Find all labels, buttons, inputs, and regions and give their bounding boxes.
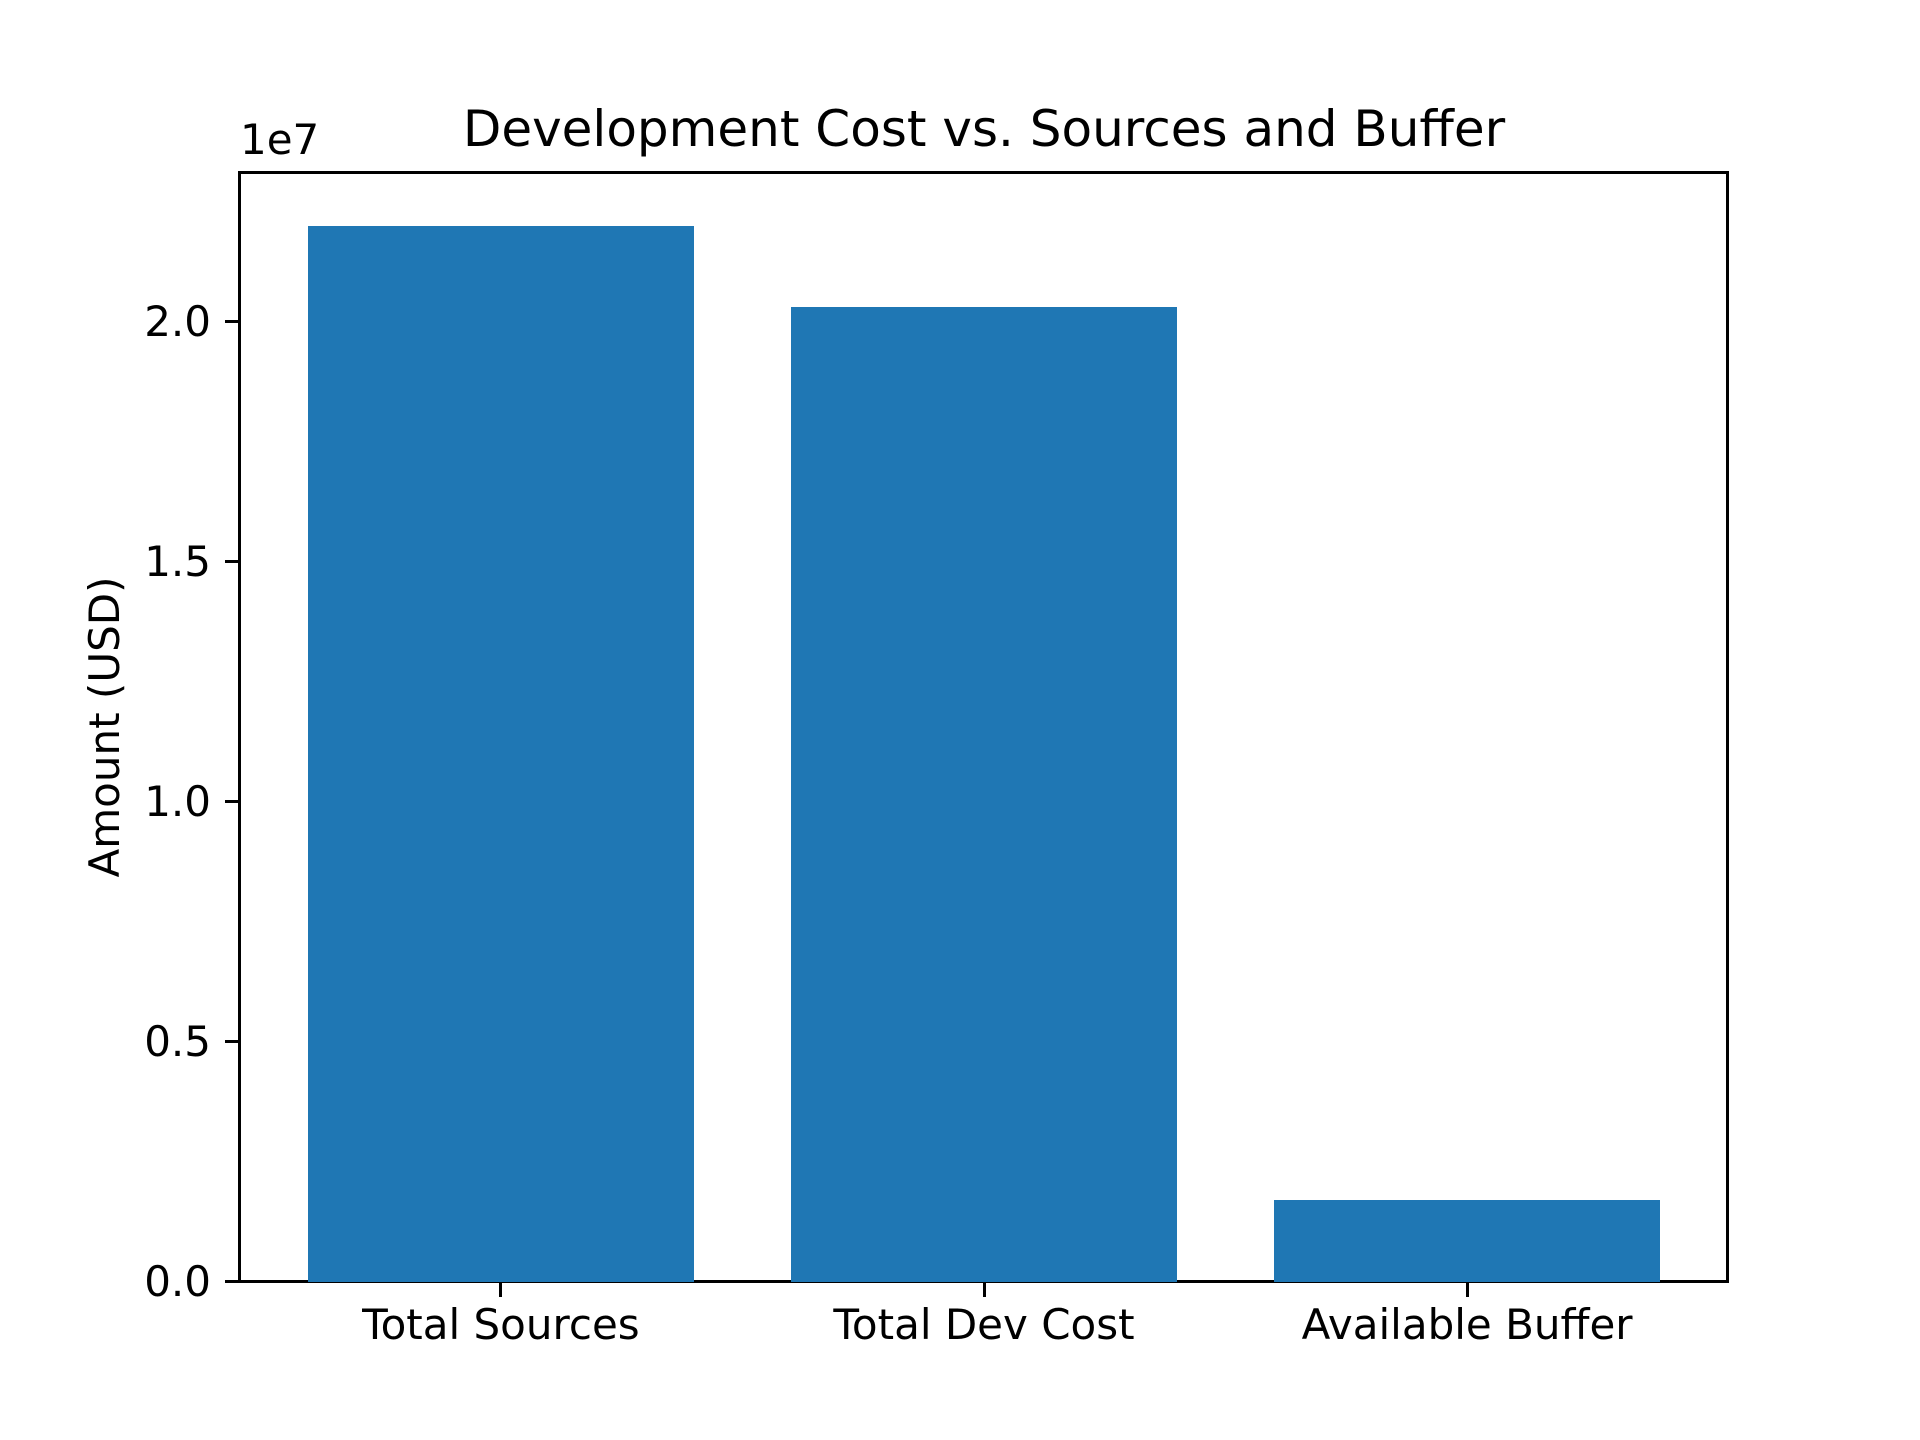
- y-tick-mark: [225, 800, 240, 804]
- x-tick-mark: [1465, 1281, 1469, 1297]
- y-tick-mark: [225, 320, 240, 324]
- y-tick-label: 2.0: [144, 296, 211, 346]
- x-tick-label: Total Dev Cost: [833, 1300, 1135, 1349]
- bar-total-sources: [307, 225, 695, 1282]
- x-tick-mark: [982, 1281, 986, 1297]
- chart-title: Development Cost vs. Sources and Buffer: [462, 100, 1506, 158]
- y-tick-label: 0.5: [144, 1016, 211, 1066]
- y-axis-offset-label: 1e7: [240, 115, 320, 164]
- y-tick-label: 0.0: [144, 1256, 211, 1306]
- x-tick-label: Total Sources: [362, 1300, 640, 1349]
- y-tick-mark: [225, 560, 240, 564]
- bar-available-buffer: [1273, 1200, 1661, 1282]
- y-tick-mark: [225, 1280, 240, 1284]
- y-axis-label: Amount (USD): [80, 576, 129, 878]
- y-tick-label: 1.0: [144, 776, 211, 826]
- x-tick-mark: [499, 1281, 503, 1297]
- bar-total-dev-cost: [790, 307, 1178, 1282]
- y-tick-mark: [225, 1040, 240, 1044]
- y-tick-label: 1.5: [144, 536, 211, 586]
- x-tick-label: Available Buffer: [1301, 1300, 1633, 1349]
